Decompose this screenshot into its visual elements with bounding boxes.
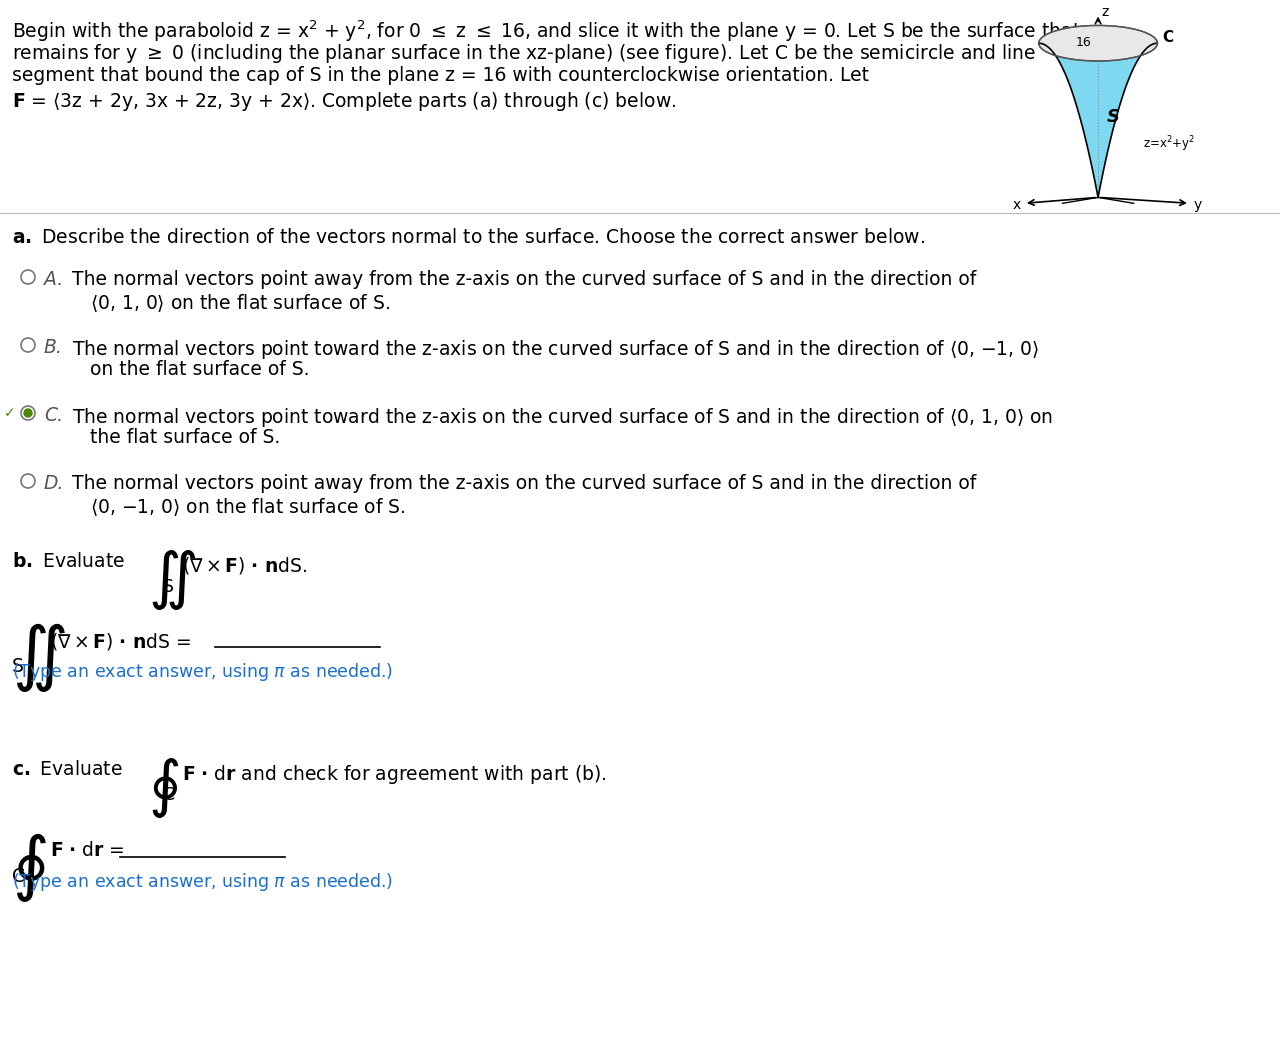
Text: ✓: ✓ xyxy=(4,406,15,420)
Text: on the flat surface of S.: on the flat surface of S. xyxy=(90,360,310,379)
Text: A.: A. xyxy=(44,269,63,289)
Text: C: C xyxy=(12,867,26,886)
Circle shape xyxy=(20,474,35,488)
Text: C: C xyxy=(1162,30,1174,45)
Text: $\iint$: $\iint$ xyxy=(12,621,65,694)
Text: S: S xyxy=(1106,108,1120,126)
Text: D.: D. xyxy=(44,474,64,493)
Text: The normal vectors point away from the z-axis on the curved surface of S and in : The normal vectors point away from the z… xyxy=(72,269,977,289)
Text: $\iint$: $\iint$ xyxy=(148,547,196,612)
Text: $\mathbf{F}$ $\boldsymbol{\cdot}$ d$\mathbf{r}$ and check for agreement with par: $\mathbf{F}$ $\boldsymbol{\cdot}$ d$\mat… xyxy=(182,763,607,786)
Text: $\oint$: $\oint$ xyxy=(12,831,47,904)
Text: $\langle$0, 1, 0$\rangle$ on the flat surface of S.: $\langle$0, 1, 0$\rangle$ on the flat su… xyxy=(90,292,390,314)
Text: $\oint$: $\oint$ xyxy=(148,756,179,820)
Text: C.: C. xyxy=(44,406,63,425)
Text: $\mathbf{a.}$ Describe the direction of the vectors normal to the surface. Choos: $\mathbf{a.}$ Describe the direction of … xyxy=(12,228,925,247)
Text: The normal vectors point away from the z-axis on the curved surface of S and in : The normal vectors point away from the z… xyxy=(72,474,977,493)
Text: Begin with the paraboloid z = x$^2$ + y$^2$, for 0 $\leq$ z $\leq$ 16, and slice: Begin with the paraboloid z = x$^2$ + y$… xyxy=(12,18,1082,44)
Text: The normal vectors point toward the z-axis on the curved surface of S and in the: The normal vectors point toward the z-ax… xyxy=(72,338,1039,361)
Circle shape xyxy=(24,408,32,417)
Circle shape xyxy=(20,338,35,352)
Text: ($\nabla\times\mathbf{F}$) $\boldsymbol{\cdot}$ $\mathbf{n}$dS.: ($\nabla\times\mathbf{F}$) $\boldsymbol{… xyxy=(182,555,307,576)
Text: $\mathbf{b.}$ Evaluate: $\mathbf{b.}$ Evaluate xyxy=(12,552,125,571)
Text: ($\nabla\times\mathbf{F}$) $\boldsymbol{\cdot}$ $\mathbf{n}$dS =: ($\nabla\times\mathbf{F}$) $\boldsymbol{… xyxy=(50,631,191,653)
Text: B.: B. xyxy=(44,338,63,356)
Text: $\mathbf{c.}$ Evaluate: $\mathbf{c.}$ Evaluate xyxy=(12,760,123,779)
Circle shape xyxy=(20,269,35,284)
Text: x: x xyxy=(1012,198,1020,212)
Text: z: z xyxy=(1101,5,1108,19)
Text: (Type an exact answer, using $\pi$ as needed.): (Type an exact answer, using $\pi$ as ne… xyxy=(12,661,393,683)
Ellipse shape xyxy=(1039,25,1157,60)
Text: 16: 16 xyxy=(1075,35,1091,49)
Text: segment that bound the cap of S in the plane z = 16 with counterclockwise orient: segment that bound the cap of S in the p… xyxy=(12,66,869,85)
Text: the flat surface of S.: the flat surface of S. xyxy=(90,428,280,447)
Text: $\langle$0, $-$1, 0$\rangle$ on the flat surface of S.: $\langle$0, $-$1, 0$\rangle$ on the flat… xyxy=(90,495,406,518)
Text: The normal vectors point toward the z-axis on the curved surface of S and in the: The normal vectors point toward the z-ax… xyxy=(72,406,1053,429)
Text: $\mathbf{F}$ $\boldsymbol{\cdot}$ d$\mathbf{r}$ =: $\mathbf{F}$ $\boldsymbol{\cdot}$ d$\mat… xyxy=(50,841,124,860)
Text: z=x$^2$+y$^2$: z=x$^2$+y$^2$ xyxy=(1143,134,1194,154)
Text: S: S xyxy=(12,657,24,676)
Text: remains for y $\geq$ 0 (including the planar surface in the xz-plane) (see figur: remains for y $\geq$ 0 (including the pl… xyxy=(12,42,1037,65)
Text: S: S xyxy=(163,578,174,596)
Circle shape xyxy=(20,406,35,420)
Text: C: C xyxy=(163,786,175,804)
Polygon shape xyxy=(1039,25,1157,197)
Text: (Type an exact answer, using $\pi$ as needed.): (Type an exact answer, using $\pi$ as ne… xyxy=(12,871,393,893)
Text: $\mathbf{F}$ = $\langle$3z + 2y, 3x + 2z, 3y + 2x$\rangle$. Complete parts (a) t: $\mathbf{F}$ = $\langle$3z + 2y, 3x + 2z… xyxy=(12,90,676,114)
Text: y: y xyxy=(1193,198,1202,212)
